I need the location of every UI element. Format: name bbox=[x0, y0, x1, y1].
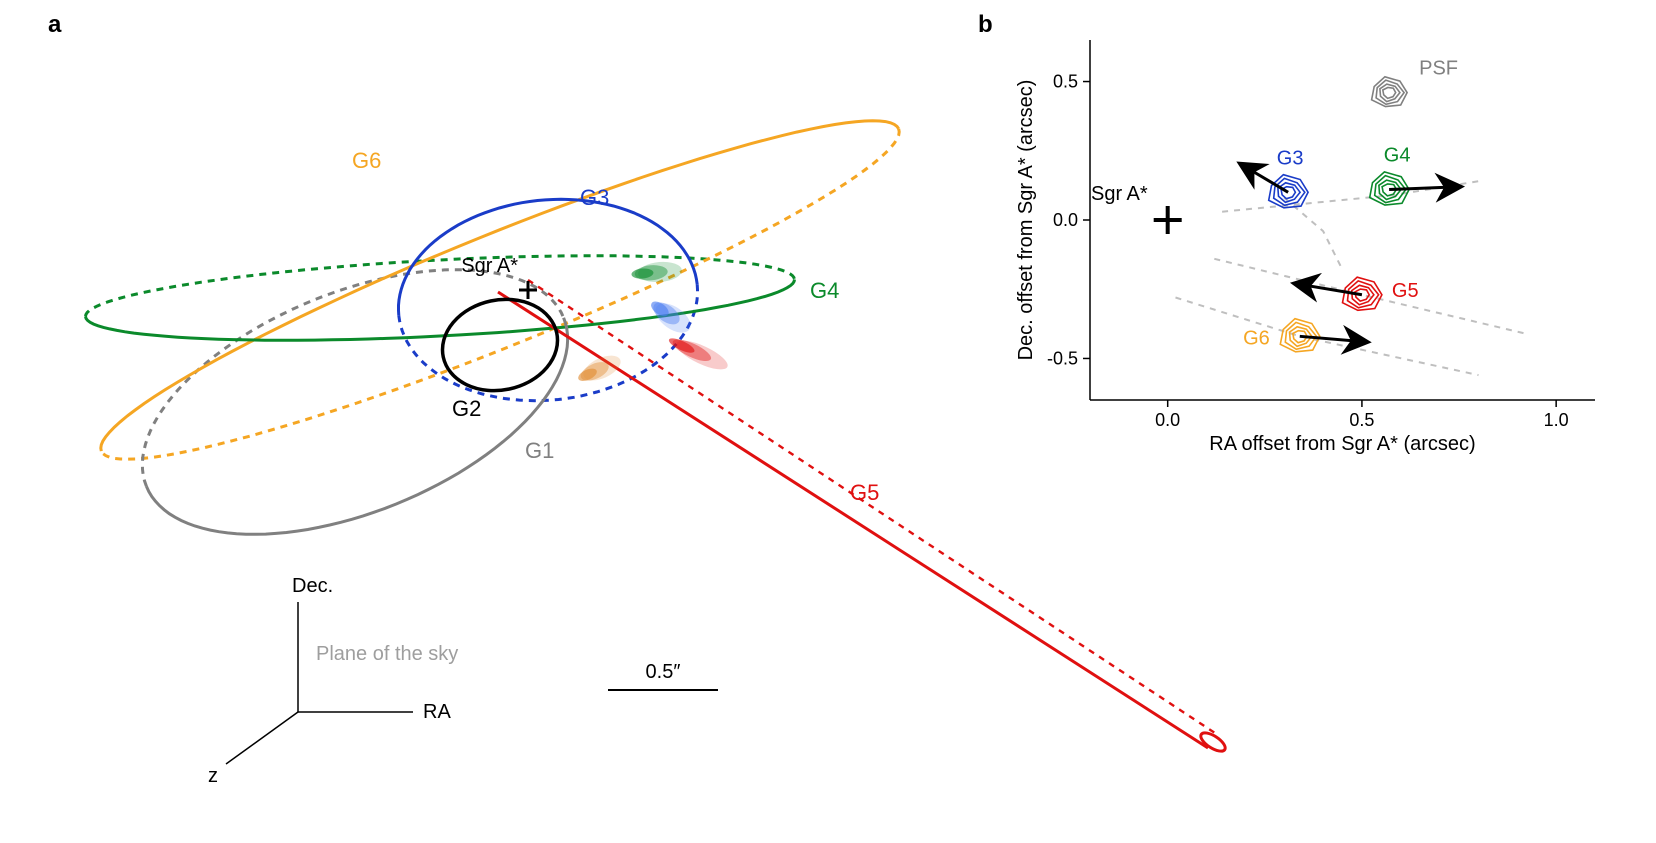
plane-label: Plane of the sky bbox=[316, 643, 458, 665]
panel-b-xlabel: RA offset from Sgr A* (arcsec) bbox=[1209, 433, 1475, 455]
label-g4: G4 bbox=[1384, 145, 1411, 167]
axis-z-label: z bbox=[208, 765, 218, 787]
xtick: 0.5 bbox=[1349, 410, 1374, 430]
panel-b-ylabel: Dec. offset from Sgr A* (arcsec) bbox=[1015, 80, 1037, 361]
panel-b-label: b bbox=[978, 11, 993, 38]
psf-label: PSF bbox=[1419, 58, 1458, 80]
panel-a-label: a bbox=[48, 11, 62, 38]
axis-dec-label: Dec. bbox=[292, 575, 333, 597]
label-g5: G5 bbox=[1392, 280, 1419, 302]
sgr-a-label-b: Sgr A* bbox=[1091, 183, 1148, 205]
orbit-label-g2: G2 bbox=[452, 396, 481, 421]
orbit-label-g5: G5 bbox=[850, 480, 879, 505]
xtick: 1.0 bbox=[1544, 410, 1569, 430]
scale-bar-label: 0.5″ bbox=[646, 661, 681, 683]
label-g3: G3 bbox=[1277, 147, 1304, 169]
label-g6: G6 bbox=[1243, 327, 1270, 349]
xtick: 0.0 bbox=[1155, 410, 1180, 430]
sgr-a-label: Sgr A* bbox=[461, 255, 518, 277]
ytick: -0.5 bbox=[1047, 348, 1078, 368]
orbit-label-g1: G1 bbox=[525, 438, 554, 463]
orbit-label-g4: G4 bbox=[810, 278, 839, 303]
axis-ra-label: RA bbox=[423, 701, 451, 723]
ytick: 0.0 bbox=[1053, 210, 1078, 230]
orbit-label-g6: G6 bbox=[352, 148, 381, 173]
ytick: 0.5 bbox=[1053, 72, 1078, 92]
orbit-label-g3: G3 bbox=[580, 185, 609, 210]
